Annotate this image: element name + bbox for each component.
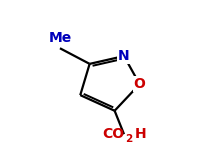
Text: H: H bbox=[135, 127, 147, 141]
Text: 2: 2 bbox=[125, 134, 132, 144]
Text: O: O bbox=[134, 77, 146, 91]
Text: N: N bbox=[118, 49, 130, 63]
Text: CO: CO bbox=[102, 127, 124, 141]
Text: Me: Me bbox=[48, 31, 72, 45]
